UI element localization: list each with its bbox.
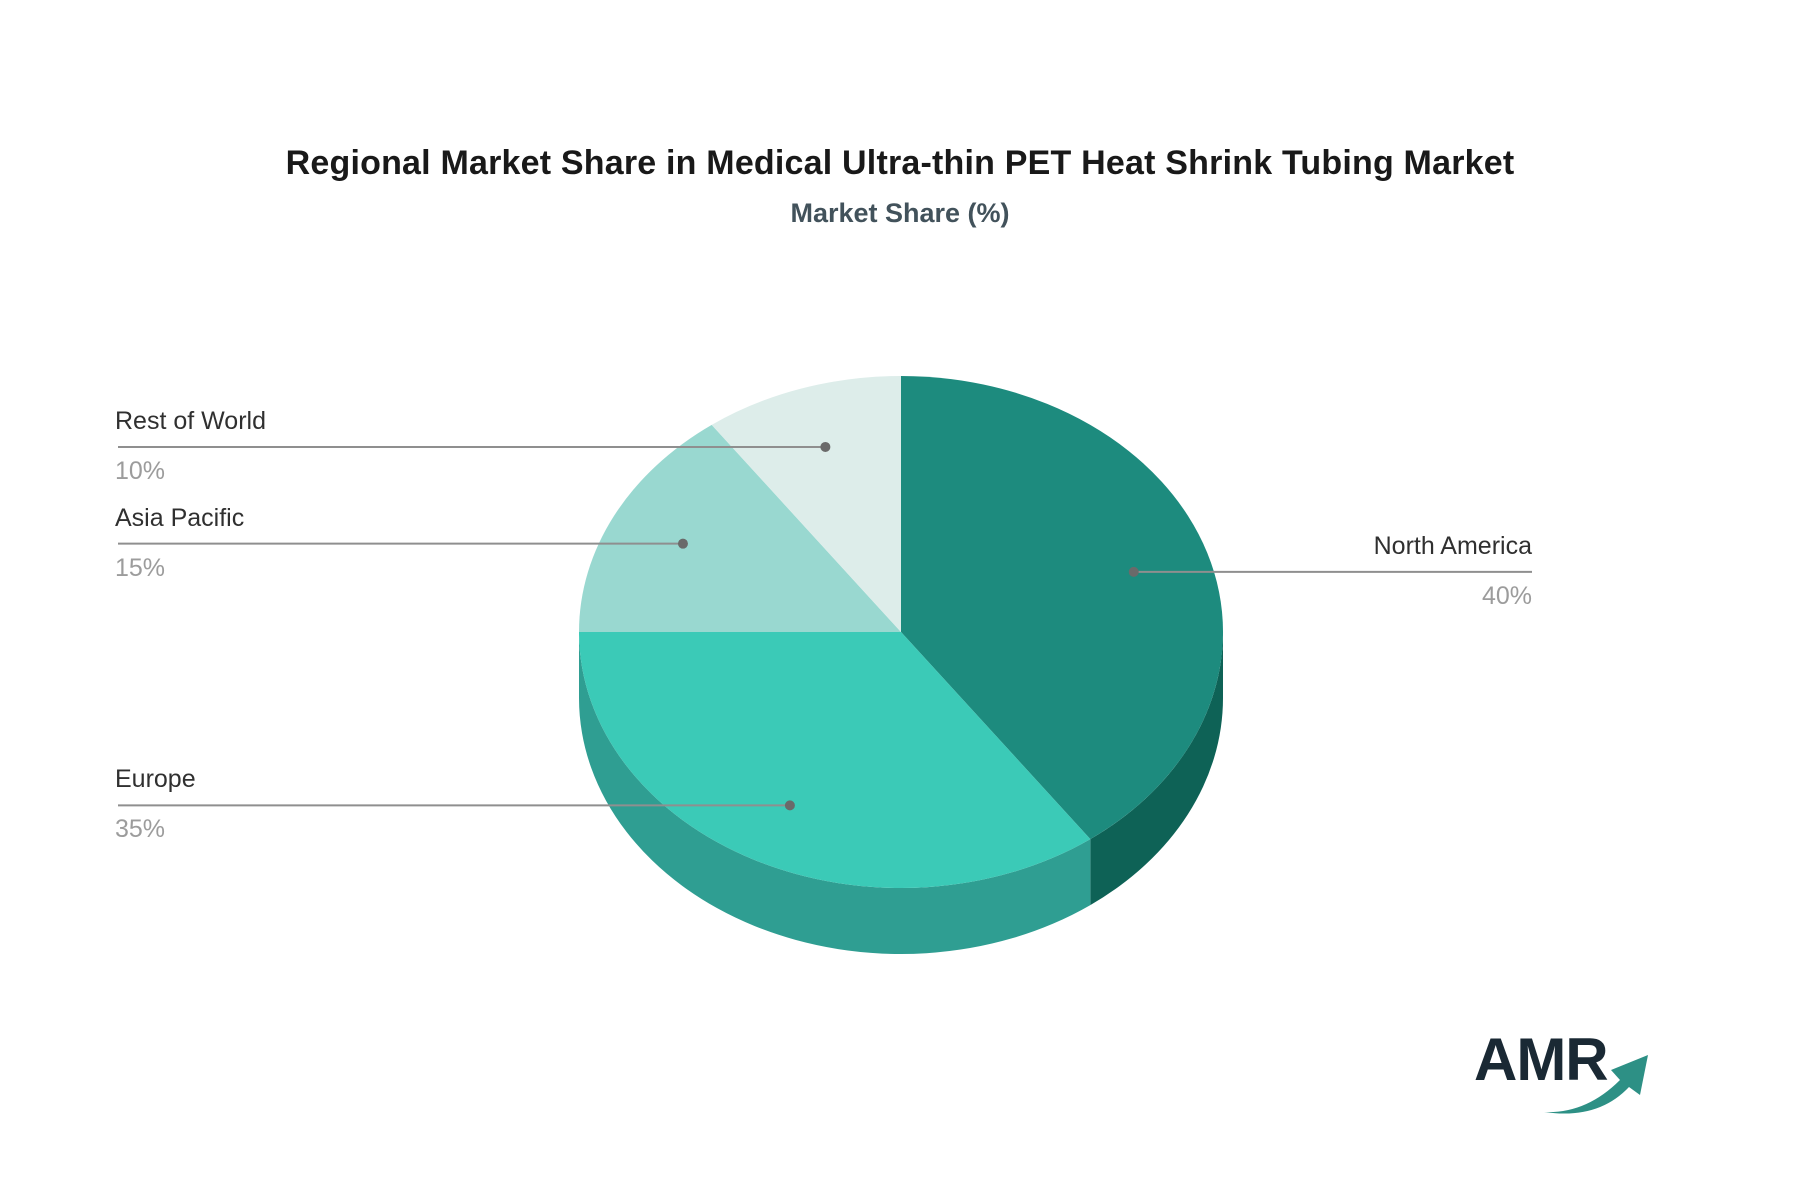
pie-slice-side-europe: [579, 632, 1091, 955]
pie-slice-north-america[interactable]: [901, 376, 1224, 840]
pie-slice-europe[interactable]: [579, 632, 1091, 889]
amr-logo-arrow-icon: [1544, 1055, 1648, 1114]
slice-value-rest-of-world: 10%: [115, 456, 166, 485]
pie-slice-asia-pacific[interactable]: [579, 424, 901, 632]
leader-dot-north-america: [1128, 566, 1139, 577]
slice-name-rest-of-world: Rest of World: [115, 406, 266, 435]
amr-logo-text: AMR: [1474, 1026, 1609, 1093]
chart-subtitle: Market Share (%): [790, 198, 1010, 228]
pie-slice-rest-of-world[interactable]: [711, 376, 901, 632]
chart-title: Regional Market Share in Medical Ultra-t…: [285, 144, 1515, 182]
slice-value-europe: 35%: [115, 815, 166, 844]
slice-name-asia-pacific: Asia Pacific: [115, 503, 245, 532]
leader-dot-europe: [784, 800, 795, 811]
slice-name-north-america: North America: [1373, 531, 1532, 560]
slice-name-europe: Europe: [115, 765, 196, 794]
leader-dot-asia-pacific: [677, 538, 688, 549]
slice-value-north-america: 40%: [1481, 581, 1532, 610]
pie-slice-side-north-america: [1090, 632, 1223, 906]
leader-dot-rest-of-world: [820, 441, 831, 452]
amr-logo: AMR: [1474, 1030, 1674, 1120]
slice-value-asia-pacific: 15%: [115, 553, 166, 582]
